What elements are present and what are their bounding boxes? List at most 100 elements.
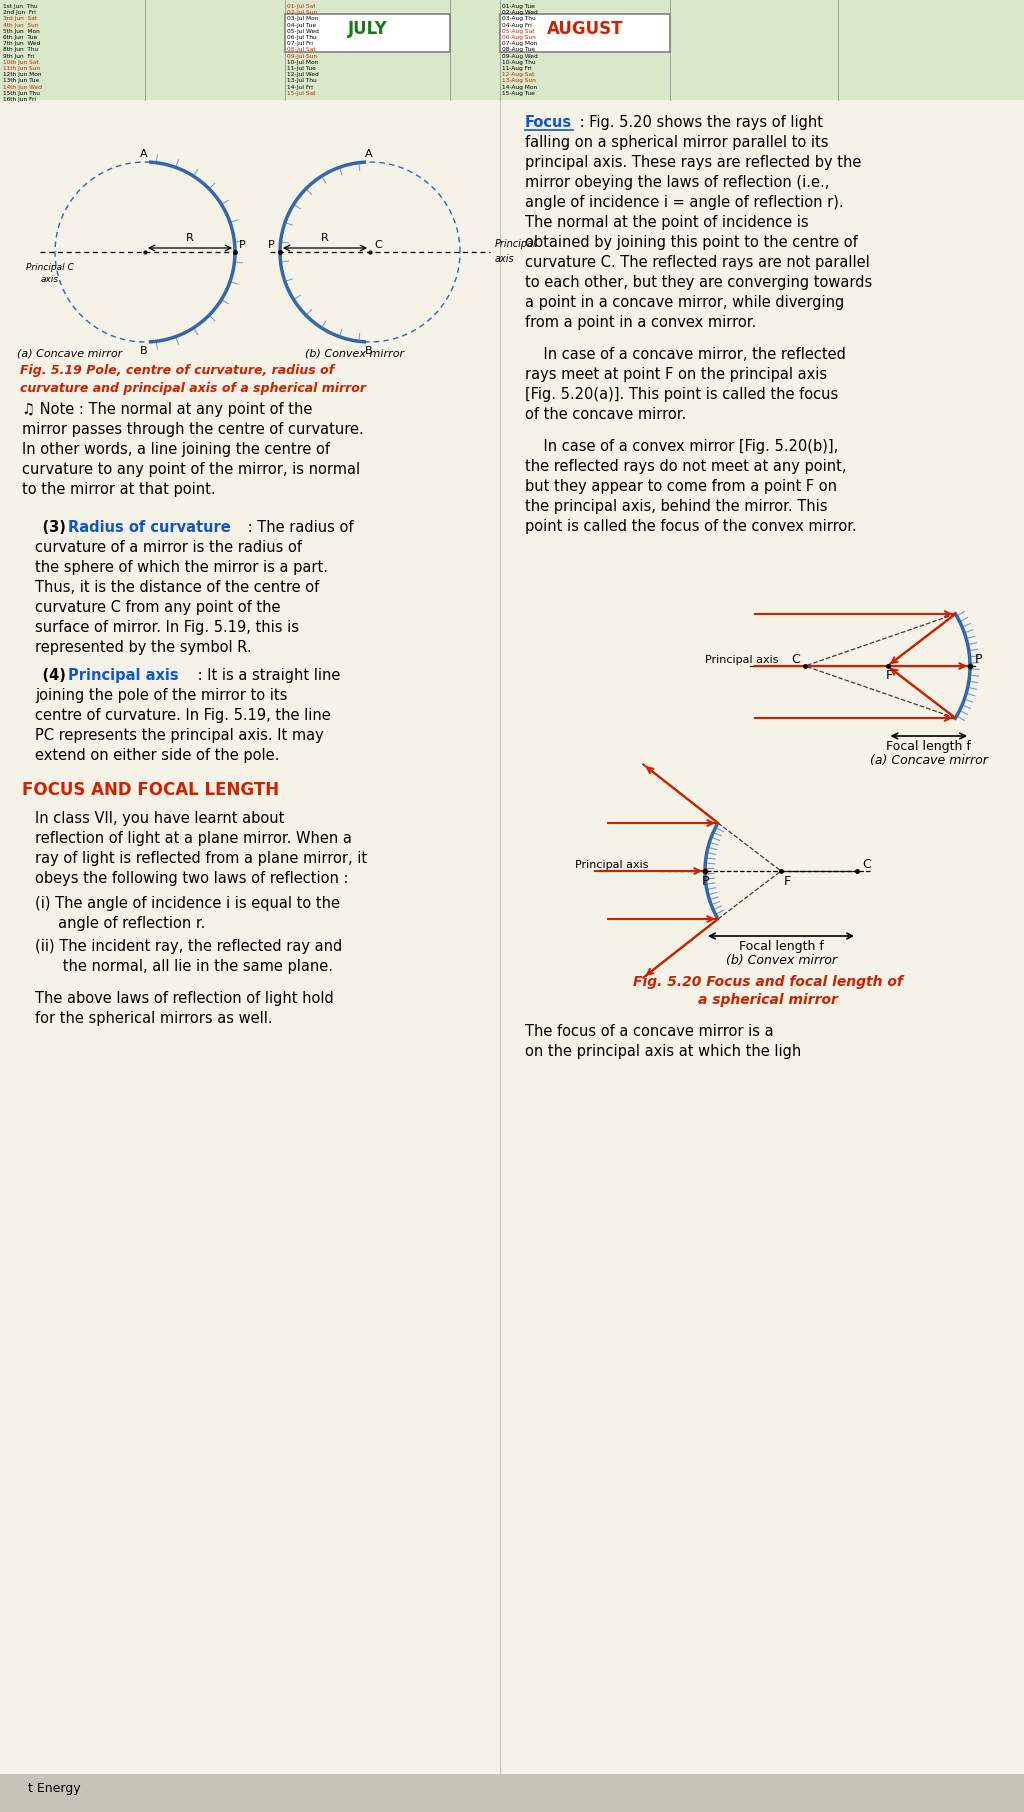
Text: surface of mirror. In Fig. 5.19, this is: surface of mirror. In Fig. 5.19, this is xyxy=(35,620,299,634)
Text: from a point in a convex mirror.: from a point in a convex mirror. xyxy=(525,315,757,330)
Text: for the spherical mirrors as well.: for the spherical mirrors as well. xyxy=(35,1011,272,1026)
Text: 08-Aug Tue: 08-Aug Tue xyxy=(502,47,535,53)
Text: Fig. 5.19 Pole, centre of curvature, radius of: Fig. 5.19 Pole, centre of curvature, rad… xyxy=(20,364,334,377)
Bar xyxy=(0,1774,1024,1812)
Text: 7th Jun  Wed: 7th Jun Wed xyxy=(3,42,40,45)
Text: Focus: Focus xyxy=(525,114,572,130)
Text: rays meet at point F on the principal axis: rays meet at point F on the principal ax… xyxy=(525,368,827,382)
Text: Principal C: Principal C xyxy=(27,263,74,272)
Text: a spherical mirror: a spherical mirror xyxy=(697,993,838,1007)
Text: 12th Jun Mon: 12th Jun Mon xyxy=(3,72,42,78)
Text: : Fig. 5.20 shows the rays of light: : Fig. 5.20 shows the rays of light xyxy=(575,114,823,130)
Text: 04-Jul Tue: 04-Jul Tue xyxy=(287,22,316,27)
Text: : It is a straight line: : It is a straight line xyxy=(193,669,340,683)
Text: FOCUS AND FOCAL LENGTH: FOCUS AND FOCAL LENGTH xyxy=(22,781,280,799)
Text: (i) The angle of incidence i is equal to the: (i) The angle of incidence i is equal to… xyxy=(35,895,340,911)
Text: extend on either side of the pole.: extend on either side of the pole. xyxy=(35,748,280,763)
Text: 10th Jun Sat: 10th Jun Sat xyxy=(3,60,39,65)
Text: ray of light is reflected from a plane mirror, it: ray of light is reflected from a plane m… xyxy=(35,852,368,866)
Text: P: P xyxy=(975,652,982,667)
Text: reflection of light at a plane mirror. When a: reflection of light at a plane mirror. W… xyxy=(35,832,352,846)
Text: P: P xyxy=(268,239,274,250)
Text: 13-Jul Thu: 13-Jul Thu xyxy=(287,78,316,83)
Text: point is called the focus of the convex mirror.: point is called the focus of the convex … xyxy=(525,518,857,535)
Text: curvature to any point of the mirror, is normal: curvature to any point of the mirror, is… xyxy=(22,462,360,477)
Text: on the principal axis at which the ligh: on the principal axis at which the ligh xyxy=(525,1044,801,1058)
Text: 05-Aug Sat: 05-Aug Sat xyxy=(502,29,535,34)
Text: 15th Jun Thu: 15th Jun Thu xyxy=(3,91,40,96)
Text: to each other, but they are converging towards: to each other, but they are converging t… xyxy=(525,275,872,290)
Text: [Fig. 5.20(a)]. This point is called the focus: [Fig. 5.20(a)]. This point is called the… xyxy=(525,388,839,402)
Text: 02-Jul Sun: 02-Jul Sun xyxy=(287,11,317,14)
Text: angle of reflection r.: angle of reflection r. xyxy=(35,917,206,931)
Text: the sphere of which the mirror is a part.: the sphere of which the mirror is a part… xyxy=(35,560,328,574)
Text: The focus of a concave mirror is a: The focus of a concave mirror is a xyxy=(525,1024,773,1038)
Text: the normal, all lie in the same plane.: the normal, all lie in the same plane. xyxy=(35,959,333,975)
Text: axis: axis xyxy=(495,254,515,265)
Text: principal axis. These rays are reflected by the: principal axis. These rays are reflected… xyxy=(525,156,861,170)
Text: In class VII, you have learnt about: In class VII, you have learnt about xyxy=(35,812,285,826)
Text: : The radius of: : The radius of xyxy=(243,520,353,535)
Text: 04-Aug Fri: 04-Aug Fri xyxy=(502,22,531,27)
Text: C: C xyxy=(374,239,382,250)
Text: Focal length f: Focal length f xyxy=(887,739,971,754)
Text: F: F xyxy=(886,669,893,681)
Text: mirror passes through the centre of curvature.: mirror passes through the centre of curv… xyxy=(22,422,364,437)
Text: 14-Jul Fri: 14-Jul Fri xyxy=(287,85,313,89)
Text: 1st Jun  Thu: 1st Jun Thu xyxy=(3,4,38,9)
Text: Thus, it is the distance of the centre of: Thus, it is the distance of the centre o… xyxy=(35,580,319,594)
Text: 09-Aug Wed: 09-Aug Wed xyxy=(502,54,538,58)
Text: The normal at the point of incidence is: The normal at the point of incidence is xyxy=(525,216,809,230)
Text: 08-Jul Sat: 08-Jul Sat xyxy=(287,47,315,53)
Text: 10-Aug Thu: 10-Aug Thu xyxy=(502,60,536,65)
Text: A: A xyxy=(365,149,373,159)
Text: curvature of a mirror is the radius of: curvature of a mirror is the radius of xyxy=(35,540,302,554)
Text: 13-Aug Sun: 13-Aug Sun xyxy=(502,78,536,83)
Text: curvature and principal axis of a spherical mirror: curvature and principal axis of a spheri… xyxy=(20,382,366,395)
Text: 3rd Jun  Sat: 3rd Jun Sat xyxy=(3,16,37,22)
Text: 10-Jul Mon: 10-Jul Mon xyxy=(287,60,318,65)
Text: Principal axis: Principal axis xyxy=(68,669,178,683)
Text: (a) Concave mirror: (a) Concave mirror xyxy=(17,350,123,359)
Text: to the mirror at that point.: to the mirror at that point. xyxy=(22,482,216,496)
Text: but they appear to come from a point F on: but they appear to come from a point F o… xyxy=(525,478,837,495)
Text: 14-Aug Mon: 14-Aug Mon xyxy=(502,85,538,89)
Bar xyxy=(285,14,450,53)
Text: of the concave mirror.: of the concave mirror. xyxy=(525,408,686,422)
Text: curvature C. The reflected rays are not parallel: curvature C. The reflected rays are not … xyxy=(525,255,869,270)
Text: mirror obeying the laws of reflection (i.e.,: mirror obeying the laws of reflection (i… xyxy=(525,176,829,190)
Text: represented by the symbol R.: represented by the symbol R. xyxy=(35,640,252,654)
Text: curvature C from any point of the: curvature C from any point of the xyxy=(35,600,281,614)
Text: joining the pole of the mirror to its: joining the pole of the mirror to its xyxy=(35,689,288,703)
Text: (a) Concave mirror: (a) Concave mirror xyxy=(869,754,988,766)
Text: F: F xyxy=(784,875,792,888)
Text: JULY: JULY xyxy=(348,20,388,38)
Text: a point in a concave mirror, while diverging: a point in a concave mirror, while diver… xyxy=(525,295,844,310)
Text: 07-Jul Fri: 07-Jul Fri xyxy=(287,42,313,45)
Text: 11-Aug Fri: 11-Aug Fri xyxy=(502,65,531,71)
Text: 01-Jul Sat: 01-Jul Sat xyxy=(287,4,315,9)
Text: 12-Jul Wed: 12-Jul Wed xyxy=(287,72,318,78)
Text: R: R xyxy=(322,234,329,243)
Text: 13th Jun Tue: 13th Jun Tue xyxy=(3,78,39,83)
Text: C: C xyxy=(862,859,870,872)
Text: obeys the following two laws of reflection :: obeys the following two laws of reflecti… xyxy=(35,872,348,886)
Text: 4th Jun  Sun: 4th Jun Sun xyxy=(3,22,39,27)
Text: R: R xyxy=(186,234,194,243)
Text: 11th Jun Sun: 11th Jun Sun xyxy=(3,65,40,71)
Text: t Energy: t Energy xyxy=(28,1781,81,1796)
Text: Principal axis: Principal axis xyxy=(705,654,778,665)
Text: In case of a convex mirror [Fig. 5.20(b)],: In case of a convex mirror [Fig. 5.20(b)… xyxy=(525,439,839,455)
Text: 05-Jul Wed: 05-Jul Wed xyxy=(287,29,318,34)
Text: 06-Aug Sun: 06-Aug Sun xyxy=(502,34,536,40)
Text: Principal: Principal xyxy=(495,239,537,248)
Text: The above laws of reflection of light hold: The above laws of reflection of light ho… xyxy=(35,991,334,1006)
Text: (b) Convex mirror: (b) Convex mirror xyxy=(305,350,404,359)
Text: 01-Aug Tue: 01-Aug Tue xyxy=(502,4,535,9)
Text: Focal length f: Focal length f xyxy=(738,940,823,953)
Text: Principal axis: Principal axis xyxy=(575,861,648,870)
Text: falling on a spherical mirror parallel to its: falling on a spherical mirror parallel t… xyxy=(525,136,828,150)
Text: 6th Jun  Tue: 6th Jun Tue xyxy=(3,34,37,40)
Text: Radius of curvature: Radius of curvature xyxy=(68,520,230,535)
Text: (3): (3) xyxy=(22,520,71,535)
